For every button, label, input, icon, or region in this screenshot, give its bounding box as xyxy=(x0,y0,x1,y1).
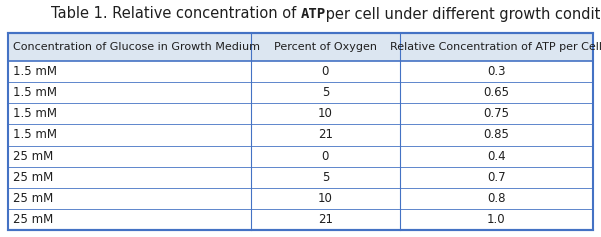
Text: 1.5 mM: 1.5 mM xyxy=(13,86,57,99)
Bar xyxy=(8,33,593,230)
Text: 25 mM: 25 mM xyxy=(13,213,53,226)
Text: Percent of Oxygen: Percent of Oxygen xyxy=(274,42,377,52)
Text: Table 1. Relative concentration of: Table 1. Relative concentration of xyxy=(50,6,300,22)
Text: 21: 21 xyxy=(318,128,333,141)
Text: 10: 10 xyxy=(318,192,333,205)
Text: 10: 10 xyxy=(318,107,333,120)
Text: ATP: ATP xyxy=(300,7,326,21)
Text: 1.5 mM: 1.5 mM xyxy=(13,65,57,78)
Text: Concentration of Glucose in Growth Medium: Concentration of Glucose in Growth Mediu… xyxy=(13,42,260,52)
Bar xyxy=(8,33,593,61)
Text: 25 mM: 25 mM xyxy=(13,192,53,205)
Text: Relative Concentration of ATP per Cell: Relative Concentration of ATP per Cell xyxy=(391,42,601,52)
Text: per cell under different growth conditions: per cell under different growth conditio… xyxy=(321,6,601,22)
Text: 0.3: 0.3 xyxy=(487,65,505,78)
Text: 1.0: 1.0 xyxy=(487,213,506,226)
Text: 5: 5 xyxy=(322,86,329,99)
Text: 5: 5 xyxy=(322,171,329,184)
Text: 0: 0 xyxy=(322,65,329,78)
Text: 1.5 mM: 1.5 mM xyxy=(13,128,57,141)
Text: 21: 21 xyxy=(318,213,333,226)
Text: 25 mM: 25 mM xyxy=(13,171,53,184)
Text: 25 mM: 25 mM xyxy=(13,150,53,163)
Text: 0: 0 xyxy=(322,150,329,163)
Text: 0.4: 0.4 xyxy=(487,150,506,163)
Text: 1.5 mM: 1.5 mM xyxy=(13,107,57,120)
Text: 0.8: 0.8 xyxy=(487,192,505,205)
Text: 0.7: 0.7 xyxy=(487,171,506,184)
Text: 0.85: 0.85 xyxy=(484,128,510,141)
Text: 0.75: 0.75 xyxy=(483,107,510,120)
Text: 0.65: 0.65 xyxy=(483,86,510,99)
